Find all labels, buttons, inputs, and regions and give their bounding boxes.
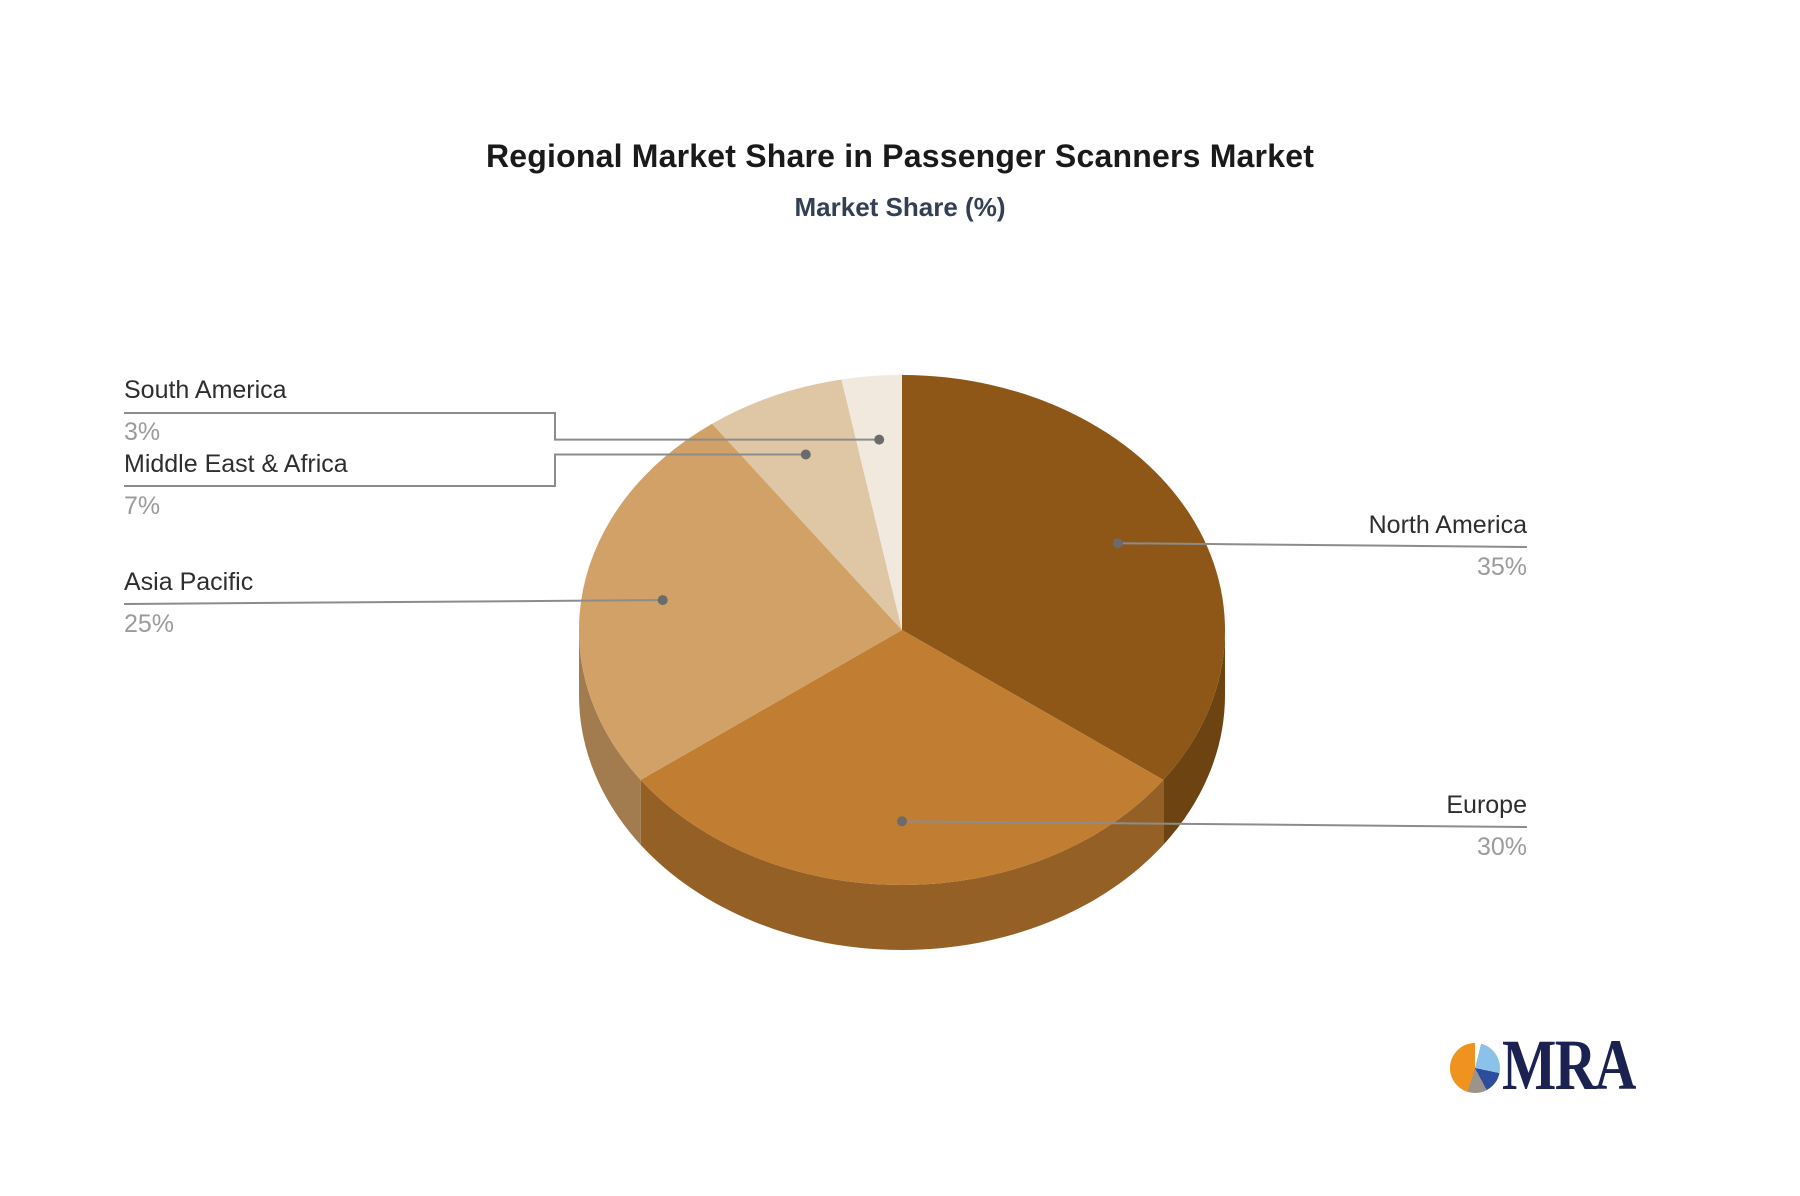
connector-line-middle-east-africa [124, 453, 806, 487]
chart-title: Regional Market Share in Passenger Scann… [485, 138, 1315, 174]
slice-label-south-america: South America 3% [124, 376, 287, 446]
slice-label-north-america: North America 35% [1369, 511, 1527, 581]
pie-slice-side-asia-pacific [579, 630, 641, 845]
pie-slice-middle-east-africa[interactable] [712, 379, 902, 631]
connector-line-asia-pacific [123, 599, 663, 605]
mra-logo-text: MRA [1502, 1025, 1636, 1105]
pie-slice-europe[interactable] [640, 630, 1164, 886]
pie-slice-asia-pacific[interactable] [578, 423, 902, 780]
slice-percent: 3% [124, 418, 161, 446]
pie-slice-north-america[interactable] [902, 375, 1226, 780]
connector-dot-south-america [874, 434, 885, 445]
pie-slice-side-europe [640, 779, 1164, 951]
pie-slice-side-north-america [1163, 630, 1225, 845]
slice-label-europe: Europe 30% [1446, 791, 1527, 861]
chart-subtitle: Market Share (%) [794, 192, 1006, 222]
slice-label-middle-east-africa: Middle East & Africa 7% [124, 450, 348, 520]
mra-logo-pie-icon [1450, 1043, 1500, 1093]
slice-name: Middle East & Africa [124, 450, 348, 478]
slice-percent: 7% [124, 492, 161, 520]
connector-dot-north-america [1112, 538, 1123, 549]
slice-label-asia-pacific: Asia Pacific 25% [124, 568, 253, 638]
mra-logo: MRA [1450, 1025, 1690, 1105]
connector-line-north-america [1117, 542, 1528, 548]
slice-name: Europe [1446, 791, 1527, 819]
slice-name: North America [1368, 511, 1527, 539]
slice-percent: 35% [1476, 553, 1527, 581]
slice-name: South America [124, 376, 287, 404]
connector-line-south-america [124, 412, 880, 441]
slice-percent: 25% [124, 610, 175, 638]
slice-name: Asia Pacific [124, 568, 254, 596]
connector-dot-middle-east-africa [800, 449, 811, 460]
slice-percent: 30% [1476, 833, 1527, 861]
connector-line-europe [901, 820, 1528, 828]
connector-dot-europe [897, 816, 907, 827]
connector-dot-asia-pacific [657, 595, 668, 606]
